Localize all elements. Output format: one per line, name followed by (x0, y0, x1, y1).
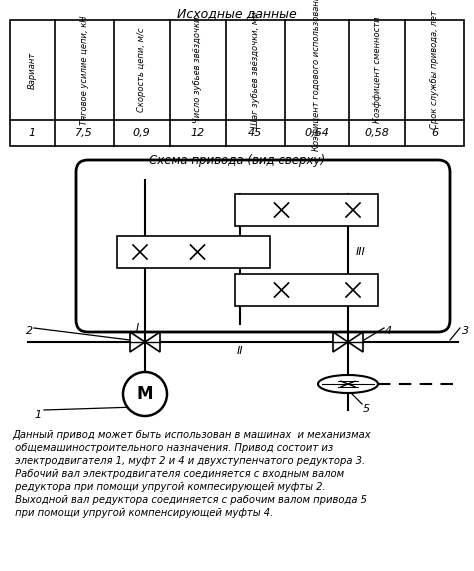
Bar (117, 236, 270, 268)
Text: 6: 6 (431, 128, 438, 138)
Text: 0,64: 0,64 (304, 128, 329, 138)
Text: общемашиностроительного назначения. Привод состоит из: общемашиностроительного назначения. Прив… (12, 443, 333, 453)
Text: 7,5: 7,5 (75, 128, 93, 138)
Text: Скорость цепи, м/с: Скорость цепи, м/с (137, 28, 146, 112)
Polygon shape (145, 332, 160, 352)
Text: 2: 2 (27, 326, 34, 336)
Text: 45: 45 (248, 128, 262, 138)
Text: I: I (136, 323, 139, 333)
Text: Коэфицент годового использования: Коэфицент годового использования (312, 0, 321, 151)
FancyBboxPatch shape (76, 160, 450, 332)
Bar (10, 20, 464, 146)
Text: Тяговое усилие цепи, кН: Тяговое усилие цепи, кН (80, 15, 89, 124)
Text: при помощи упругой компенсирующей муфты 4.: при помощи упругой компенсирующей муфты … (12, 508, 273, 518)
Text: Число зубьев звёздочки: Число зубьев звёздочки (193, 17, 202, 123)
Text: Срок службы привода, лет: Срок службы привода, лет (430, 11, 439, 130)
Text: Шаг зубьев звёздочки, мм: Шаг зубьев звёздочки, мм (251, 11, 260, 128)
Text: 0,58: 0,58 (365, 128, 390, 138)
Text: 0,9: 0,9 (133, 128, 151, 138)
Text: Исходные данные: Исходные данные (177, 7, 297, 20)
Ellipse shape (318, 375, 378, 393)
Text: 4: 4 (384, 326, 392, 336)
Text: Данный привод может быть использован в машинах  и механизмах: Данный привод может быть использован в м… (12, 430, 371, 440)
Polygon shape (333, 332, 348, 352)
Text: III: III (356, 247, 366, 257)
Text: Рабочий вал электродвигателя соединяется с входным валом: Рабочий вал электродвигателя соединяется… (12, 469, 344, 479)
Text: 5: 5 (363, 404, 370, 414)
Polygon shape (348, 332, 363, 352)
Text: 1: 1 (29, 128, 36, 138)
Text: электродвигателя 1, муфт 2 и 4 и двухступенчатого редуктора 3.: электродвигателя 1, муфт 2 и 4 и двухсту… (12, 456, 365, 466)
Polygon shape (130, 332, 145, 352)
Bar (235, 194, 378, 226)
Text: 12: 12 (191, 128, 205, 138)
Text: Схема привода (вид сверху): Схема привода (вид сверху) (149, 154, 325, 167)
Text: Коэффицент сменности: Коэффицент сменности (373, 17, 382, 123)
Text: Выходной вал редуктора соединяется с рабочим валом привода 5: Выходной вал редуктора соединяется с раб… (12, 495, 367, 505)
Text: 3: 3 (462, 326, 469, 336)
Text: редуктора при помощи упругой компесирующей муфты 2.: редуктора при помощи упругой компесирующ… (12, 482, 326, 492)
Bar (235, 274, 378, 306)
Text: 1: 1 (35, 410, 42, 420)
Text: М: М (137, 385, 153, 403)
Text: Вариант: Вариант (28, 51, 37, 89)
Text: II: II (237, 346, 243, 356)
Circle shape (123, 372, 167, 416)
